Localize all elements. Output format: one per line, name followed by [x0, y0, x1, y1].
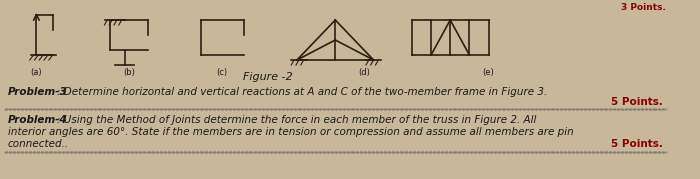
Text: 5 Points.: 5 Points.	[611, 97, 663, 107]
Text: 5 Points.: 5 Points.	[611, 139, 663, 149]
Text: connected..: connected..	[8, 139, 69, 149]
Text: Problem-3: Problem-3	[8, 87, 67, 97]
Text: 3 Points.: 3 Points.	[621, 3, 666, 12]
Text: Problem-4: Problem-4	[8, 115, 67, 125]
Text: Figure -2: Figure -2	[244, 72, 293, 82]
Text: (b): (b)	[123, 68, 135, 77]
Text: (c): (c)	[217, 68, 228, 77]
Text: (d): (d)	[358, 68, 370, 77]
Text: : Determine horizontal and vertical reactions at A and C of the two-member frame: : Determine horizontal and vertical reac…	[57, 87, 547, 97]
Text: interior angles are 60°. State if the members are in tension or compression and : interior angles are 60°. State if the me…	[8, 127, 573, 137]
Text: (a): (a)	[31, 68, 42, 77]
Text: (e): (e)	[483, 68, 494, 77]
Text: : Using the Method of Joints determine the force in each member of the truss in : : Using the Method of Joints determine t…	[57, 115, 537, 125]
